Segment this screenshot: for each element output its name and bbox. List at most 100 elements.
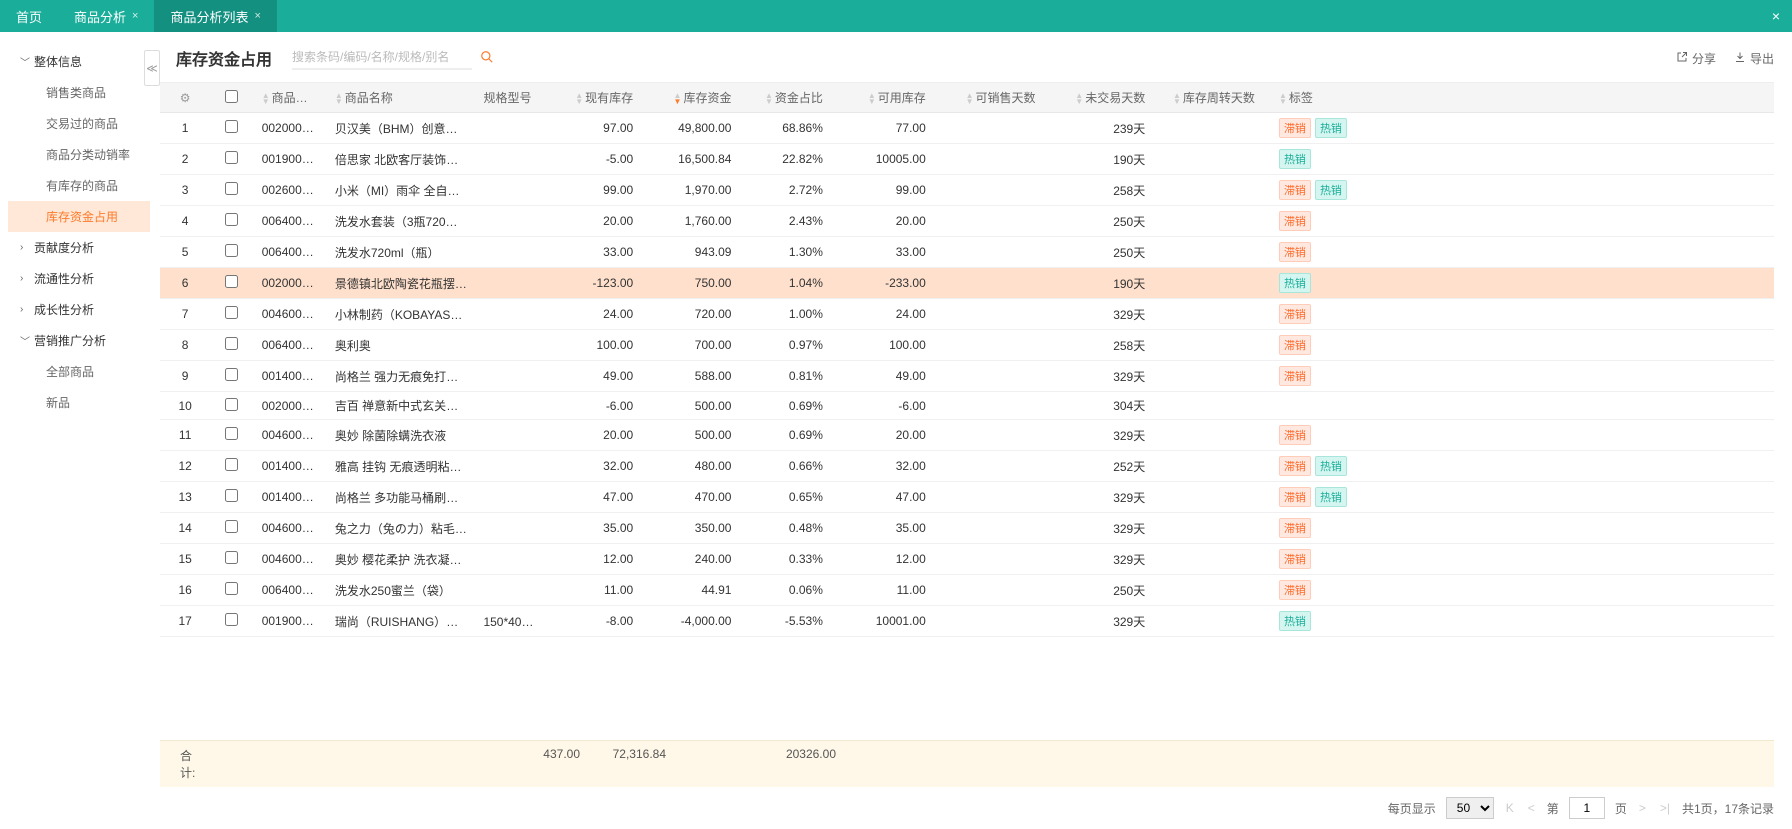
table-row[interactable]: 5006400…洗发水720ml（瓶）33.00943.091.30%33.00… <box>160 237 1774 268</box>
cell-funds: 700.00 <box>649 330 747 361</box>
row-checkbox[interactable] <box>225 182 238 195</box>
row-checkbox[interactable] <box>225 427 238 440</box>
export-button[interactable]: 导出 <box>1734 50 1774 67</box>
row-checkbox[interactable] <box>225 613 238 626</box>
table-row[interactable]: 1002000…贝汉美（BHM）创意北欧简97.0049,800.0068.86… <box>160 113 1774 144</box>
table-row[interactable]: 12001400…雅高 挂钩 无痕透明粘钩 强力32.00480.000.66%… <box>160 451 1774 482</box>
th-name[interactable]: ▲▼商品名称 <box>327 83 476 113</box>
sidebar-item[interactable]: 交易过的商品 <box>8 108 150 139</box>
th-avail[interactable]: ▲▼可用库存 <box>839 83 942 113</box>
table-row[interactable]: 15004600…奥妙 樱花柔护 洗衣凝珠 1012.00240.000.33%… <box>160 544 1774 575</box>
cell-funds: 480.00 <box>649 451 747 482</box>
row-checkbox[interactable] <box>225 306 238 319</box>
search-icon[interactable] <box>480 50 494 67</box>
cell-ratio: 1.04% <box>747 268 838 299</box>
th-ratio[interactable]: ▲▼资金占比 <box>747 83 838 113</box>
th-label: 资金占比 <box>775 91 823 105</box>
sidebar-group[interactable]: ›流通性分析 <box>8 263 150 294</box>
th-spec[interactable]: 规格型号 <box>475 83 550 113</box>
table-row[interactable]: 10002000…吉百 禅意新中式玄关摆件客-6.00500.000.69%-6… <box>160 392 1774 420</box>
row-checkbox[interactable] <box>225 489 238 502</box>
th-funds[interactable]: ▲▼库存资金 <box>649 83 747 113</box>
row-index: 6 <box>160 268 210 299</box>
table-row[interactable]: 8006400…奥利奥100.00700.000.97%100.00258天滞销 <box>160 330 1774 361</box>
row-checkbox[interactable] <box>225 520 238 533</box>
cell-stock: 35.00 <box>551 513 649 544</box>
th-gear[interactable]: ⚙ <box>160 83 210 113</box>
sidebar-item[interactable]: 商品分类动销率 <box>8 139 150 170</box>
select-all-checkbox[interactable] <box>225 90 238 103</box>
share-button[interactable]: 分享 <box>1676 50 1716 67</box>
tab-商品分析[interactable]: 商品分析× <box>58 0 154 32</box>
th-saleDays[interactable]: ▲▼可销售天数 <box>942 83 1052 113</box>
row-checkbox[interactable] <box>225 398 238 411</box>
tab-商品分析列表[interactable]: 商品分析列表× <box>154 0 276 32</box>
sidebar-group[interactable]: ﹀营销推广分析 <box>8 325 150 356</box>
tab-首页[interactable]: 首页 <box>0 0 58 32</box>
cell-funds: 500.00 <box>649 392 747 420</box>
table-row[interactable]: 16006400…洗发水250蜜兰（袋）11.0044.910.06%11.00… <box>160 575 1774 606</box>
table-row[interactable]: 2001900…倍思家 北欧客厅装饰画卧室-5.0016,500.8422.82… <box>160 144 1774 175</box>
row-checkbox[interactable] <box>225 458 238 471</box>
tag: 热销 <box>1279 149 1311 169</box>
table-row[interactable]: 3002600…小米（MI）雨伞 全自动折叠99.001,970.002.72%… <box>160 175 1774 206</box>
th-label: 可用库存 <box>878 91 926 105</box>
search-input[interactable] <box>292 46 472 70</box>
first-page-button[interactable]: K <box>1504 801 1516 815</box>
table-row[interactable]: 14004600…兔之力（兔の力）粘毛器粘35.00350.000.48%35.… <box>160 513 1774 544</box>
sidebar-group[interactable]: ›成长性分析 <box>8 294 150 325</box>
close-tab-icon[interactable]: × <box>132 10 138 22</box>
page-input[interactable] <box>1569 797 1605 819</box>
row-checkbox[interactable] <box>225 582 238 595</box>
cell-avail: -6.00 <box>839 392 942 420</box>
per-page-select[interactable]: 50 <box>1446 797 1494 819</box>
sidebar-item[interactable]: 新品 <box>8 387 150 418</box>
cell-funds: 750.00 <box>649 268 747 299</box>
sidebar-item[interactable]: 销售类商品 <box>8 77 150 108</box>
th-turnDays[interactable]: ▲▼库存周转天数 <box>1161 83 1271 113</box>
th-stock[interactable]: ▲▼现有库存 <box>551 83 649 113</box>
row-checkbox[interactable] <box>225 213 238 226</box>
cell-stock: 11.00 <box>551 575 649 606</box>
gear-icon[interactable]: ⚙ <box>180 91 191 105</box>
table-row[interactable]: 6002000…景德镇北欧陶瓷花瓶摆件 优-123.00750.001.04%-… <box>160 268 1774 299</box>
cell-noTrade: 250天 <box>1052 575 1162 606</box>
row-checkbox[interactable] <box>225 244 238 257</box>
last-page-button[interactable]: >| <box>1658 801 1672 815</box>
table-row[interactable]: 17001900…瑞尚（RUISHANG）卧室150*40厘米-8.00-4,0… <box>160 606 1774 637</box>
cell-stock: 97.00 <box>551 113 649 144</box>
row-checkbox[interactable] <box>225 151 238 164</box>
sidebar-item[interactable]: 全部商品 <box>8 356 150 387</box>
row-checkbox[interactable] <box>225 275 238 288</box>
th-chk[interactable] <box>210 83 253 113</box>
close-tab-icon[interactable]: × <box>254 10 260 22</box>
sidebar-item[interactable]: 库存资金占用 <box>8 201 150 232</box>
sort-icon: ▲▼ <box>868 93 876 105</box>
row-checkbox[interactable] <box>225 337 238 350</box>
next-page-button[interactable]: > <box>1637 801 1648 815</box>
table-row[interactable]: 11004600…奥妙 除菌除螨洗衣液20.00500.000.69%20.00… <box>160 420 1774 451</box>
cell-ratio: 0.97% <box>747 330 838 361</box>
cell-code: 001900… <box>254 606 327 637</box>
th-tags[interactable]: ▲▼标签 <box>1271 83 1774 113</box>
row-checkbox[interactable] <box>225 120 238 133</box>
th-code[interactable]: ▲▼商品… <box>254 83 327 113</box>
table-row[interactable]: 9001400…尚格兰 强力无痕免打孔浴室49.00588.000.81%49.… <box>160 361 1774 392</box>
sidebar-group[interactable]: ﹀整体信息 <box>8 46 150 77</box>
close-panel-button[interactable]: × <box>1760 0 1792 32</box>
cell-saleDays <box>942 144 1052 175</box>
table-row[interactable]: 4006400…洗发水套装（3瓶720ml+1）20.001,760.002.4… <box>160 206 1774 237</box>
collapse-sidebar-button[interactable]: ≪ <box>144 50 160 86</box>
sidebar-item[interactable]: 有库存的商品 <box>8 170 150 201</box>
tag: 滞销 <box>1279 580 1311 600</box>
prev-page-button[interactable]: < <box>1526 801 1537 815</box>
chevron-right-icon: › <box>20 273 30 284</box>
sidebar-group-label: 成长性分析 <box>34 301 94 318</box>
table-row[interactable]: 7004600…小林制药（KOBAYASHI）E24.00720.001.00%… <box>160 299 1774 330</box>
row-checkbox[interactable] <box>225 368 238 381</box>
table-row[interactable]: 13001400…尚格兰 多功能马桶刷套装 卫47.00470.000.65%4… <box>160 482 1774 513</box>
cell-turnDays <box>1161 175 1271 206</box>
row-checkbox[interactable] <box>225 551 238 564</box>
sidebar-group[interactable]: ›贡献度分析 <box>8 232 150 263</box>
th-noTrade[interactable]: ▲▼未交易天数 <box>1052 83 1162 113</box>
